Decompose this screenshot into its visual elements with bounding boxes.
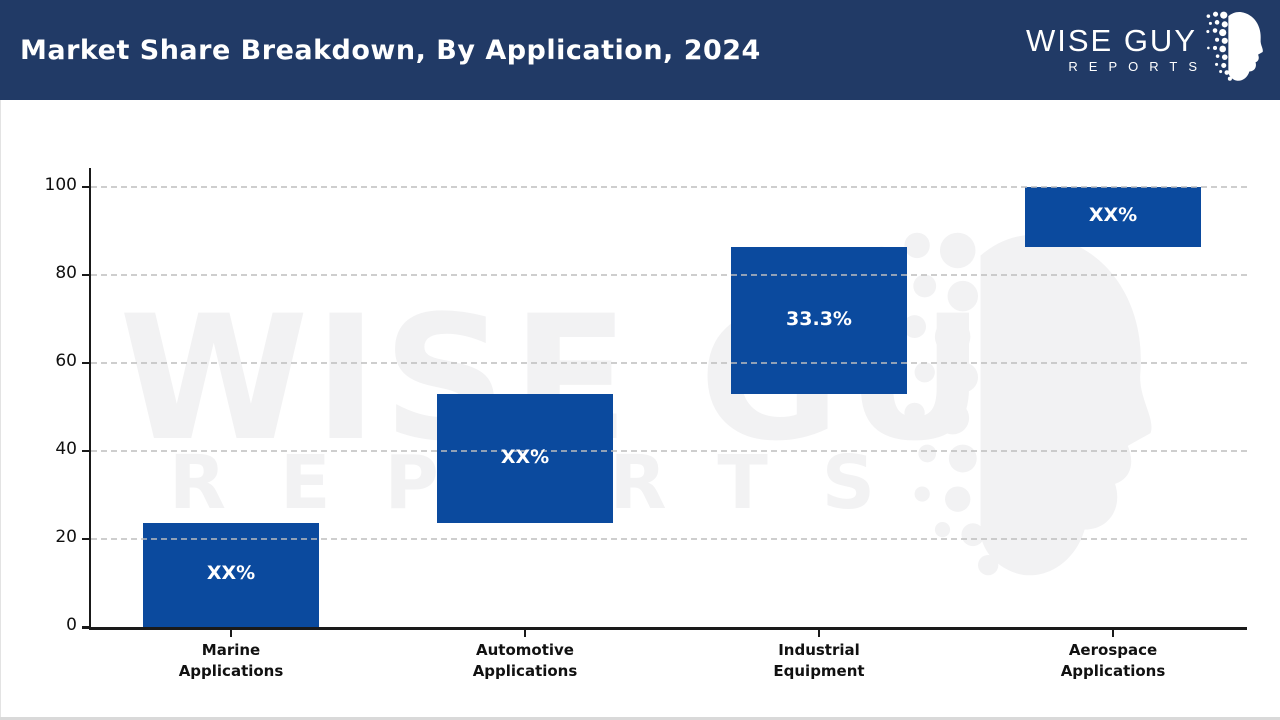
header-band: Market Share Breakdown, By Application, … [0,0,1280,100]
bar-marine-applications [143,523,319,627]
gridline-20 [91,537,1247,540]
y-tick-mark-20 [82,537,91,541]
y-tick-label-80: 80 [55,262,77,283]
bar-automotive-applications [437,393,613,524]
y-tick-mark-80 [82,273,91,277]
x-category-label: Aerospace Applications [1060,641,1166,680]
chart-area: WISE GUY REPORTS 020406080100XX%XX%33.3%… [0,100,1280,720]
bar-value-label: XX% [500,445,550,468]
gridline-80 [91,273,1247,276]
wiseguy-face-icon [1206,11,1263,81]
wiseguy-logo: WISE GUY REPORTS [1026,8,1268,92]
y-tick-label-40: 40 [55,438,77,459]
gridline-40 [91,449,1247,452]
y-tick-label-0: 0 [66,615,77,635]
bar-value-label: 33.3% [786,307,852,330]
y-tick-label-100: 100 [44,174,77,195]
x-tick-mark-2 [817,628,821,637]
bar-value-label: XX% [1088,203,1138,226]
bar-aerospace-applications [1025,186,1201,248]
gridline-100 [91,185,1247,188]
y-tick-mark-60 [82,361,91,365]
x-category-label: Marine Applications [178,641,284,680]
y-tick-label-20: 20 [55,526,77,547]
x-axis-line [88,627,1247,630]
y-tick-mark-100 [82,185,91,188]
bottom-divider [0,717,1280,720]
y-tick-mark-40 [82,449,91,453]
y-tick-mark-0 [82,626,91,629]
y-axis-line [88,168,91,630]
y-tick-label-60: 60 [55,350,77,371]
x-category-label: Automotive Applications [472,641,578,680]
bar-value-label: XX% [206,562,256,585]
x-category-label: Industrial Equipment [773,641,865,680]
page-title: Market Share Breakdown, By Application, … [20,34,761,66]
x-tick-mark-0 [229,628,233,637]
logo-wordmark: WISE GUY [1025,23,1197,58]
wiseguy-logo-text: WISE GUY REPORTS [1026,24,1197,76]
bar-industrial-equipment [731,247,907,394]
x-tick-mark-3 [1111,628,1115,637]
logo-subtitle: REPORTS [1068,59,1208,74]
gridline-60 [91,361,1247,364]
x-tick-mark-1 [523,628,527,637]
